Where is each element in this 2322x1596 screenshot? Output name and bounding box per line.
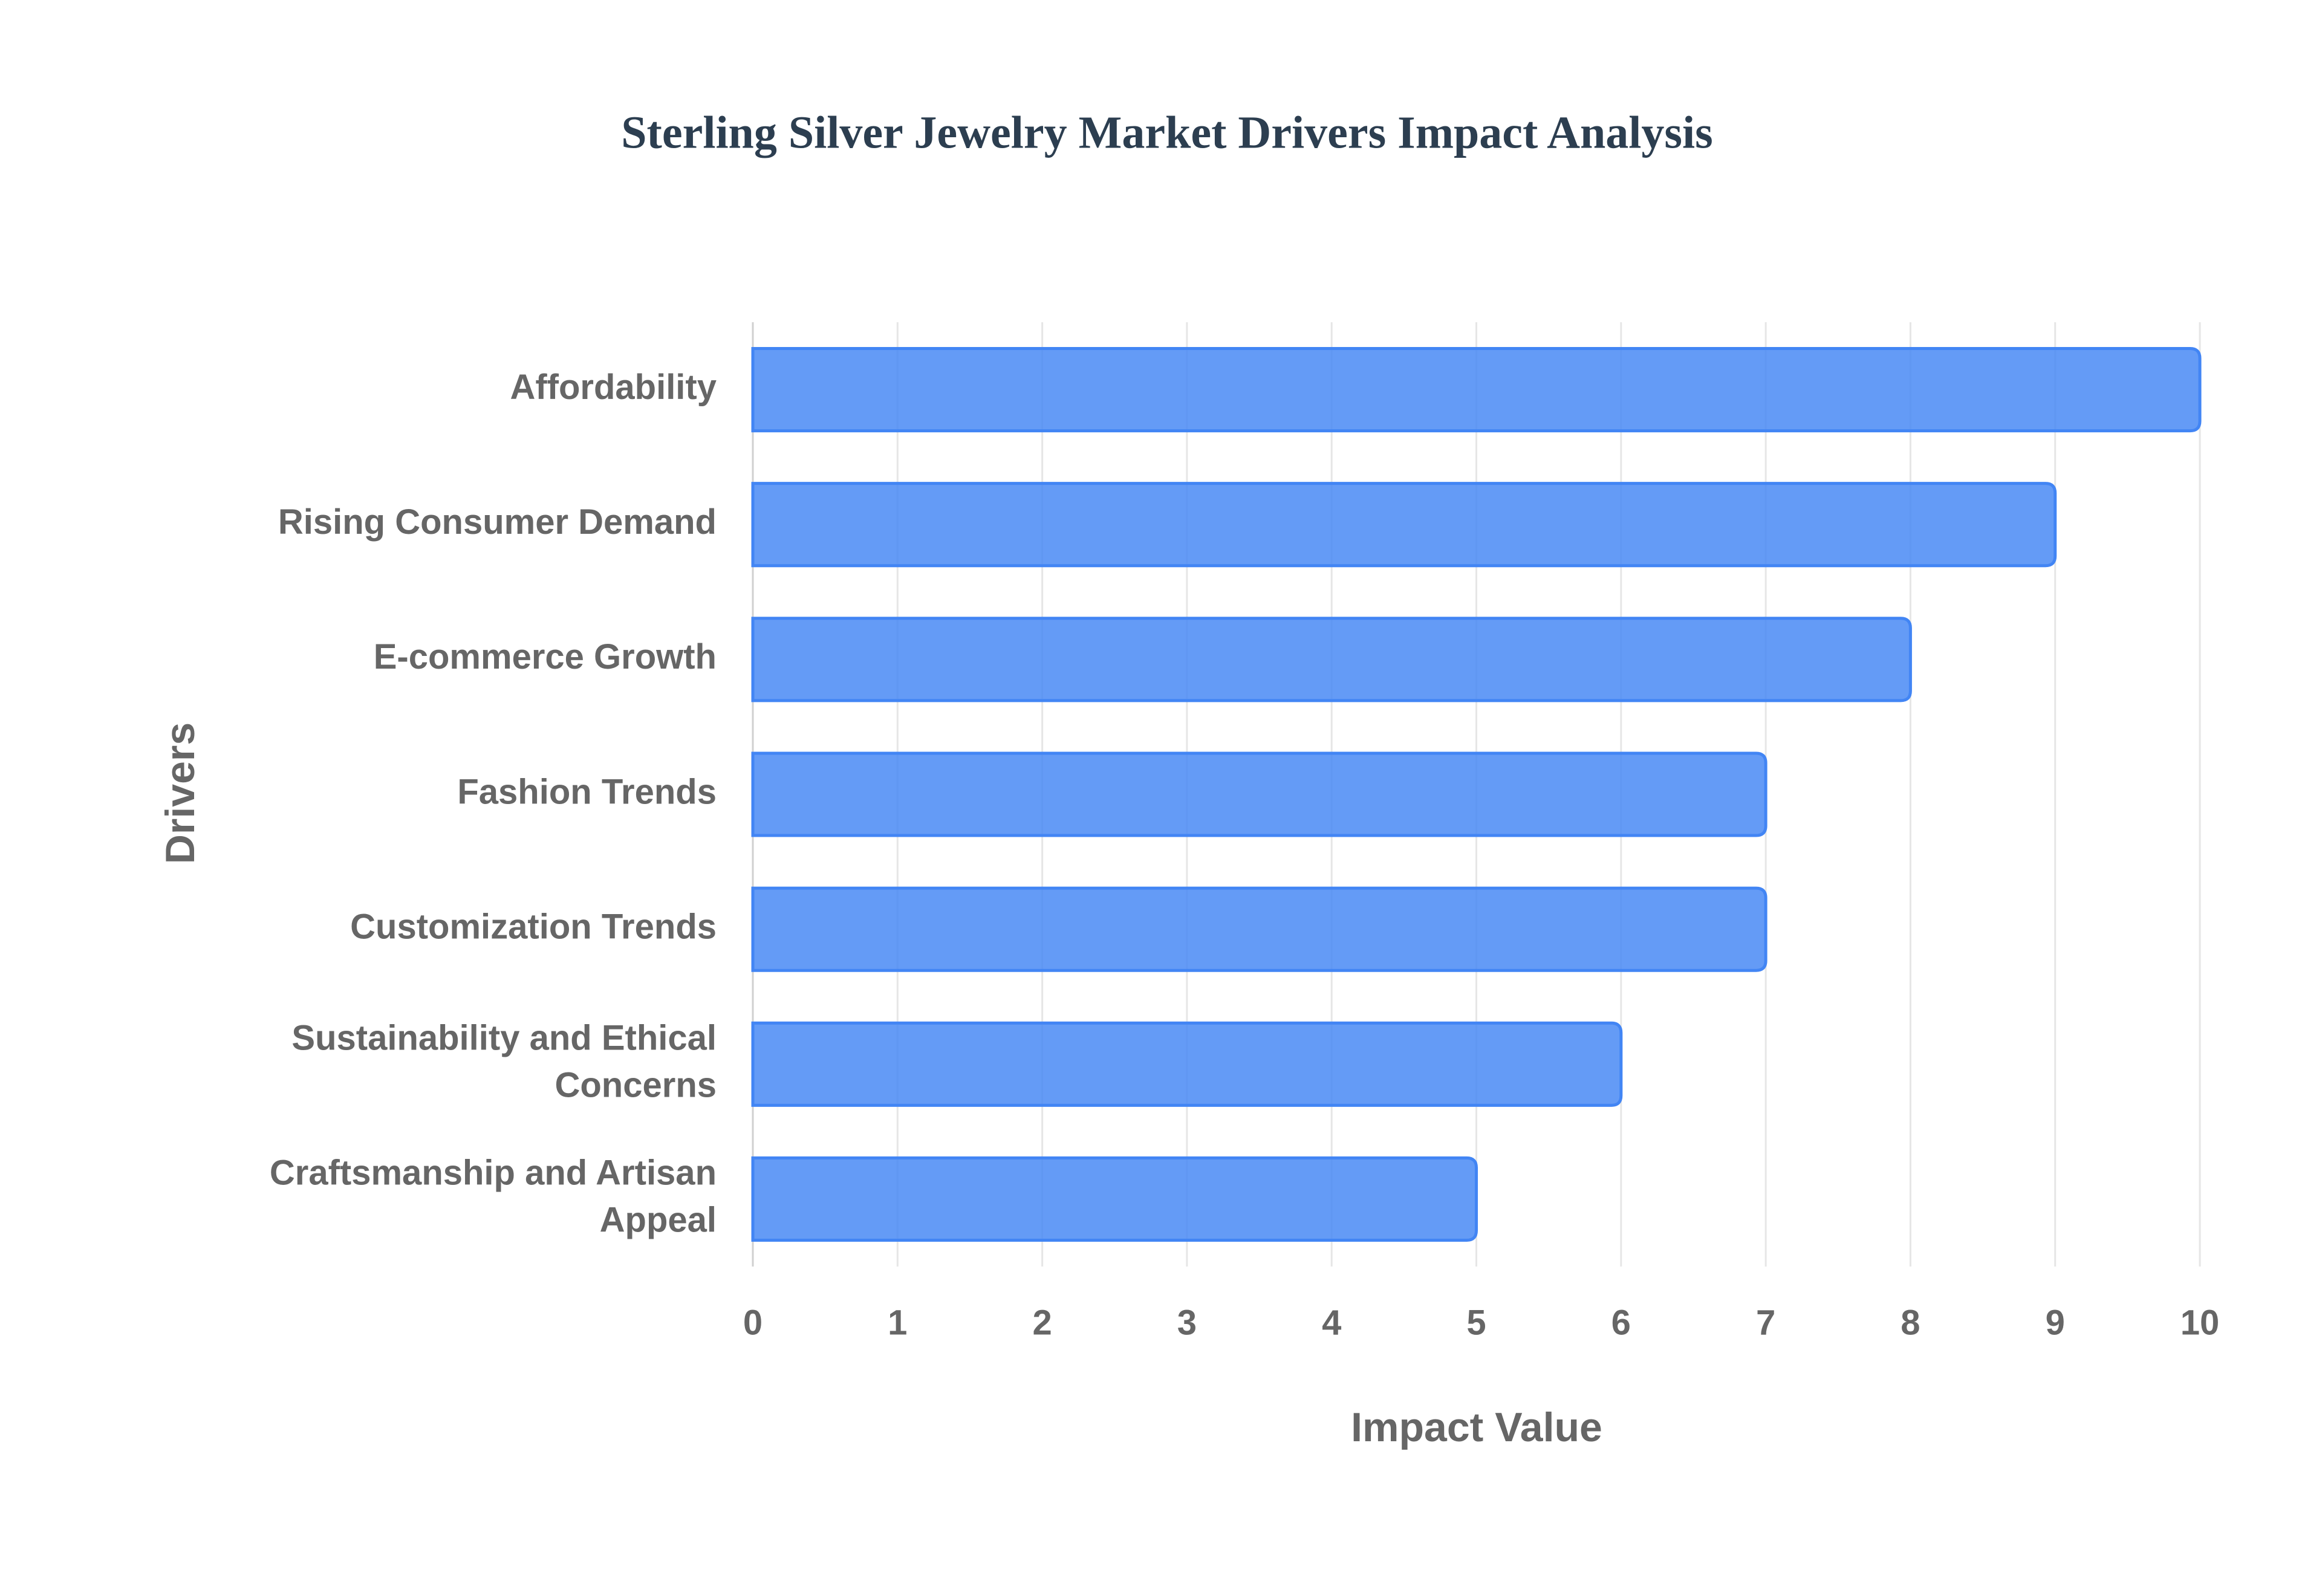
y-tick-label: E-commerce Growth [374, 637, 717, 676]
x-tick-label: 1 [888, 1303, 907, 1342]
bar [751, 482, 2057, 568]
x-tick-label: 7 [1756, 1303, 1775, 1342]
x-tick-label: 4 [1322, 1303, 1341, 1342]
y-tick-label: Affordability [510, 368, 717, 407]
y-tick-label: Fashion Trends [457, 772, 717, 811]
y-tick-label: Craftsmanship and Artisan Appeal [270, 1153, 717, 1240]
bar [751, 1021, 1623, 1107]
x-tick-label: 0 [743, 1303, 763, 1342]
x-tick-label: 2 [1032, 1303, 1052, 1342]
bar [751, 886, 1768, 972]
x-tick-label: 3 [1177, 1303, 1197, 1342]
bar [751, 751, 1768, 837]
y-tick-label: Rising Consumer Demand [278, 502, 717, 542]
y-tick-label: Customization Trends [350, 907, 717, 946]
y-tick-label: Sustainability and Ethical Concerns [291, 1019, 717, 1105]
chart-title: Sterling Silver Jewelry Market Drivers I… [621, 107, 1712, 158]
x-tick-label: 10 [2181, 1303, 2220, 1342]
x-tick-label: 9 [2046, 1303, 2065, 1342]
x-tick-label: 5 [1466, 1303, 1486, 1342]
x-axis-title: Impact Value [1351, 1404, 1602, 1450]
bar [751, 347, 2202, 433]
x-tick-label: 6 [1611, 1303, 1631, 1342]
bar [751, 617, 1912, 702]
y-axis-title: Drivers [157, 722, 203, 864]
bar [751, 1156, 1478, 1242]
x-tick-label: 8 [1901, 1303, 1920, 1342]
